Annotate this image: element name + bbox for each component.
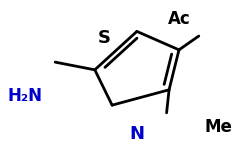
Text: Ac: Ac bbox=[168, 10, 190, 28]
Text: S: S bbox=[98, 29, 111, 46]
Text: H₂N: H₂N bbox=[8, 87, 43, 105]
Text: N: N bbox=[129, 125, 144, 143]
Text: Me: Me bbox=[205, 118, 233, 136]
